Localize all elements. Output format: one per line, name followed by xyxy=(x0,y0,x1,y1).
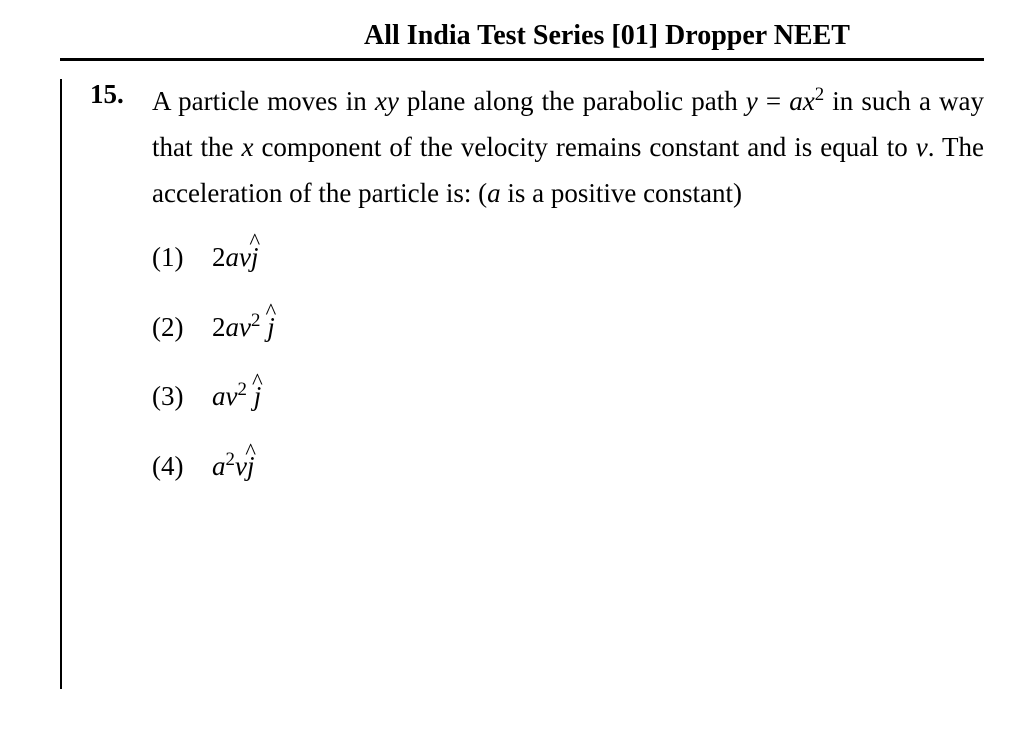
sym-a: a xyxy=(212,381,226,411)
option-number: (4) xyxy=(152,444,212,490)
page-title: All India Test Series [01] Dropper NEET xyxy=(60,20,984,52)
option-number: (2) xyxy=(152,305,212,351)
var-v: v xyxy=(916,132,928,162)
option-expression: 2av2 j xyxy=(212,305,275,351)
question-number: 15. xyxy=(90,79,152,110)
sup-2: 2 xyxy=(237,379,246,400)
qtext-end: is a positive constant) xyxy=(501,178,742,208)
option-number: (1) xyxy=(152,235,212,281)
horizontal-rule xyxy=(60,58,984,61)
option-expression: a2vj xyxy=(212,444,254,490)
sup-2: 2 xyxy=(226,449,235,470)
coef: 2 xyxy=(212,312,226,342)
eq-sign: = xyxy=(758,86,789,116)
qtext-mid3: component of the velocity remains consta… xyxy=(253,132,915,162)
eq-rhs-x: x xyxy=(803,86,815,116)
unit-j-hat: j xyxy=(251,235,259,281)
eq-lhs: y xyxy=(746,86,758,116)
var-xy: xy xyxy=(375,86,399,116)
eq-rhs-exp: 2 xyxy=(815,84,824,105)
option-expression: 2avj xyxy=(212,235,259,281)
sym-v: v xyxy=(226,381,238,411)
content-area: 15. A particle moves in xy plane along t… xyxy=(90,79,984,689)
page: All India Test Series [01] Dropper NEET … xyxy=(0,0,1024,736)
var-a: a xyxy=(487,178,501,208)
unit-j-hat: j xyxy=(254,374,262,420)
question-text: A particle moves in xy plane along the p… xyxy=(152,79,984,514)
coef: 2 xyxy=(212,242,226,272)
option-number: (3) xyxy=(152,374,212,420)
options-list: (1) 2avj (2) 2av2 j (3) xyxy=(152,235,984,491)
qtext-pre: A particle moves in xyxy=(152,86,375,116)
body-area: 15. A particle moves in xy plane along t… xyxy=(60,79,984,689)
unit-j-hat: j xyxy=(247,444,255,490)
sym-a: a xyxy=(212,451,226,481)
option-4: (4) a2vj xyxy=(152,444,984,490)
sym-a: a xyxy=(226,312,240,342)
sym-a: a xyxy=(226,242,240,272)
option-expression: av2 j xyxy=(212,374,261,420)
vertical-divider xyxy=(60,79,62,689)
unit-j-hat: j xyxy=(267,305,275,351)
option-1: (1) 2avj xyxy=(152,235,984,281)
qtext-mid1: plane along the parabolic path xyxy=(399,86,746,116)
option-2: (2) 2av2 j xyxy=(152,305,984,351)
sup-2: 2 xyxy=(251,310,260,331)
eq-rhs-a: a xyxy=(789,86,803,116)
question-block: 15. A particle moves in xy plane along t… xyxy=(90,79,984,514)
var-x: x xyxy=(241,132,253,162)
sym-v: v xyxy=(239,312,251,342)
option-3: (3) av2 j xyxy=(152,374,984,420)
